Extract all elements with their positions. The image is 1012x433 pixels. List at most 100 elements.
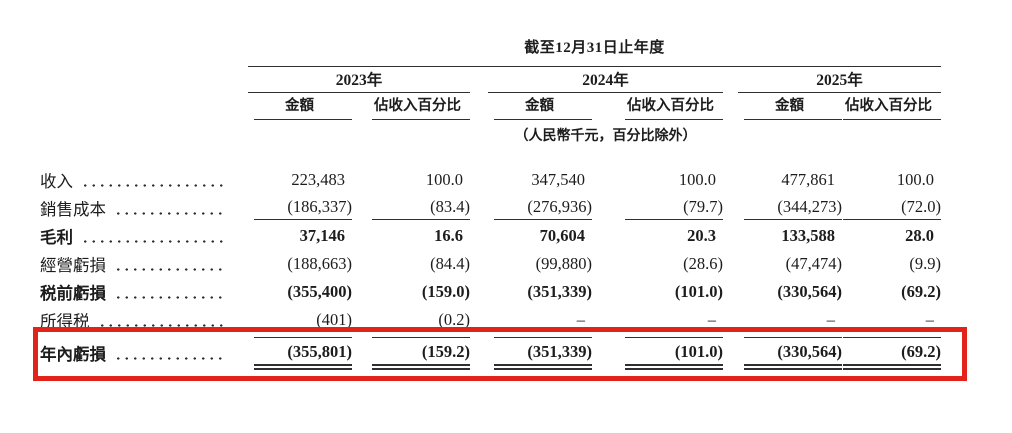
column-gap <box>470 120 488 146</box>
dot-leader <box>97 324 226 327</box>
value-cell: (159.0) <box>421 282 470 301</box>
table-row: 銷售成本 (186,337) (83.4) (276,936) (79.7) (344,2… <box>40 194 942 222</box>
year-header-2025: 2025年 <box>738 66 942 93</box>
value-cell: (351,339) <box>527 282 592 301</box>
dot-leader <box>114 212 226 215</box>
year-header-2024: 2024年 <box>488 66 723 93</box>
dot-leader <box>114 268 226 271</box>
value-cell: (344,273) <box>738 194 842 222</box>
value-cell: 347,540 <box>531 170 585 189</box>
row-label-text: 經營虧損 <box>40 256 106 275</box>
row-label: 所得税 <box>40 306 248 334</box>
value-cell: (330,564) <box>777 282 842 301</box>
dot-leader <box>114 357 226 360</box>
value-cell: 100.0 <box>425 170 463 189</box>
column-gap <box>470 334 488 372</box>
column-gap <box>470 306 488 334</box>
table-row: 税前虧損 (355,400) (159.0) (351,339) (101.0) (330… <box>40 278 941 306</box>
value-cell: 37,146 <box>299 226 345 245</box>
row-label: 税前虧損 <box>40 278 248 306</box>
value-cell: (401) <box>316 310 352 329</box>
row-label: 收入 <box>40 166 248 194</box>
spacer-row <box>40 146 941 166</box>
value-cell: – <box>576 310 585 329</box>
column-gap <box>723 92 738 120</box>
column-gap <box>470 250 488 278</box>
table-row: 收入 223,483 100.0 347,540 100.0 477,861 100.0 <box>40 166 941 194</box>
column-gap <box>723 166 738 194</box>
column-gap <box>723 306 738 334</box>
column-gap <box>470 278 488 306</box>
column-gap <box>723 222 738 250</box>
unit-note-row: （人民幣千元，百分比除外） <box>40 120 941 146</box>
column-header-row: 金額 佔收入百分比 金額 佔收入百分比 金額 佔收入百分比 <box>40 92 942 120</box>
row-label: 年內虧損 <box>40 334 248 372</box>
value-cell: – <box>925 310 935 329</box>
value-cell: (69.2) <box>901 282 942 301</box>
value-cell: (79.7) <box>592 194 723 222</box>
row-label-text: 銷售成本 <box>40 200 106 219</box>
column-gap <box>470 166 488 194</box>
row-label: 銷售成本 <box>40 194 248 222</box>
period-header: 截至12月31日止年度 <box>248 36 942 67</box>
value-cell: (355,801) <box>248 334 352 372</box>
value-cell: (101.0) <box>592 334 723 372</box>
col-header-pct-2025: 佔收入百分比 <box>842 92 942 120</box>
column-gap <box>470 222 488 250</box>
table-row: 經營虧損 (188,663) (84.4) (99,880) (28.6) (47,474… <box>40 250 941 278</box>
value-cell: (83.4) <box>352 194 470 222</box>
col-header-pct-2024: 佔收入百分比 <box>592 92 723 120</box>
value-cell: (355,400) <box>287 282 352 301</box>
value-cell: (186,337) <box>248 194 352 222</box>
table-row: 毛利 37,146 16.6 70,604 20.3 133,588 28.0 <box>40 222 941 250</box>
table-body: 收入 223,483 100.0 347,540 100.0 477,861 100.0 銷售… <box>40 166 942 372</box>
value-cell: 28.0 <box>905 226 935 245</box>
value-cell: (330,564) <box>738 334 842 372</box>
row-label-text: 毛利 <box>40 228 73 247</box>
value-cell: 16.6 <box>434 226 463 245</box>
value-cell: (28.6) <box>683 254 723 273</box>
column-gap <box>723 66 738 92</box>
row-label: 經營虧損 <box>40 250 248 278</box>
column-gap <box>723 120 738 146</box>
value-cell: (351,339) <box>488 334 592 372</box>
value-cell: 477,861 <box>781 170 835 189</box>
value-cell: (99,880) <box>535 254 592 273</box>
dot-leader <box>81 240 226 243</box>
column-gap <box>723 278 738 306</box>
row-label: 毛利 <box>40 222 248 250</box>
label-col-spacer <box>40 36 248 66</box>
col-header-amount-2024: 金額 <box>488 92 592 120</box>
value-cell: (188,663) <box>287 254 352 273</box>
column-gap <box>723 250 738 278</box>
value-cell: 70,604 <box>539 226 585 245</box>
value-cell: (69.2) <box>842 334 942 372</box>
value-cell: (159.2) <box>352 334 470 372</box>
financial-table: 截至12月31日止年度 2023年 2024年 2025年 金額 佔收入百分比 … <box>40 36 942 372</box>
dot-leader <box>81 184 226 187</box>
row-label-text: 所得税 <box>40 312 90 331</box>
value-cell: – <box>826 310 835 329</box>
value-cell: (276,936) <box>488 194 592 222</box>
value-cell: 20.3 <box>687 226 716 245</box>
value-cell: (9.9) <box>909 254 942 273</box>
value-cell: – <box>707 310 716 329</box>
value-cell: (47,474) <box>785 254 842 273</box>
table-row: 所得税 (401) (0.2) – – – – <box>40 306 941 334</box>
period-header-row: 截至12月31日止年度 <box>40 36 942 67</box>
col-header-pct-2023: 佔收入百分比 <box>352 92 470 120</box>
unit-note: （人民幣千元，百分比除外） <box>514 129 697 144</box>
row-label-text: 收入 <box>40 172 73 191</box>
value-cell: 133,588 <box>781 226 835 245</box>
value-cell: 100.0 <box>678 170 716 189</box>
col-header-amount-2023: 金額 <box>248 92 352 120</box>
value-cell: (72.0) <box>842 194 942 222</box>
row-label-text: 税前虧損 <box>40 284 106 303</box>
label-col-spacer <box>40 92 248 120</box>
column-gap <box>470 92 488 120</box>
value-cell: (101.0) <box>674 282 723 301</box>
dot-leader <box>114 296 226 299</box>
value-cell: (84.4) <box>430 254 470 273</box>
value-cell: 100.0 <box>896 170 935 189</box>
